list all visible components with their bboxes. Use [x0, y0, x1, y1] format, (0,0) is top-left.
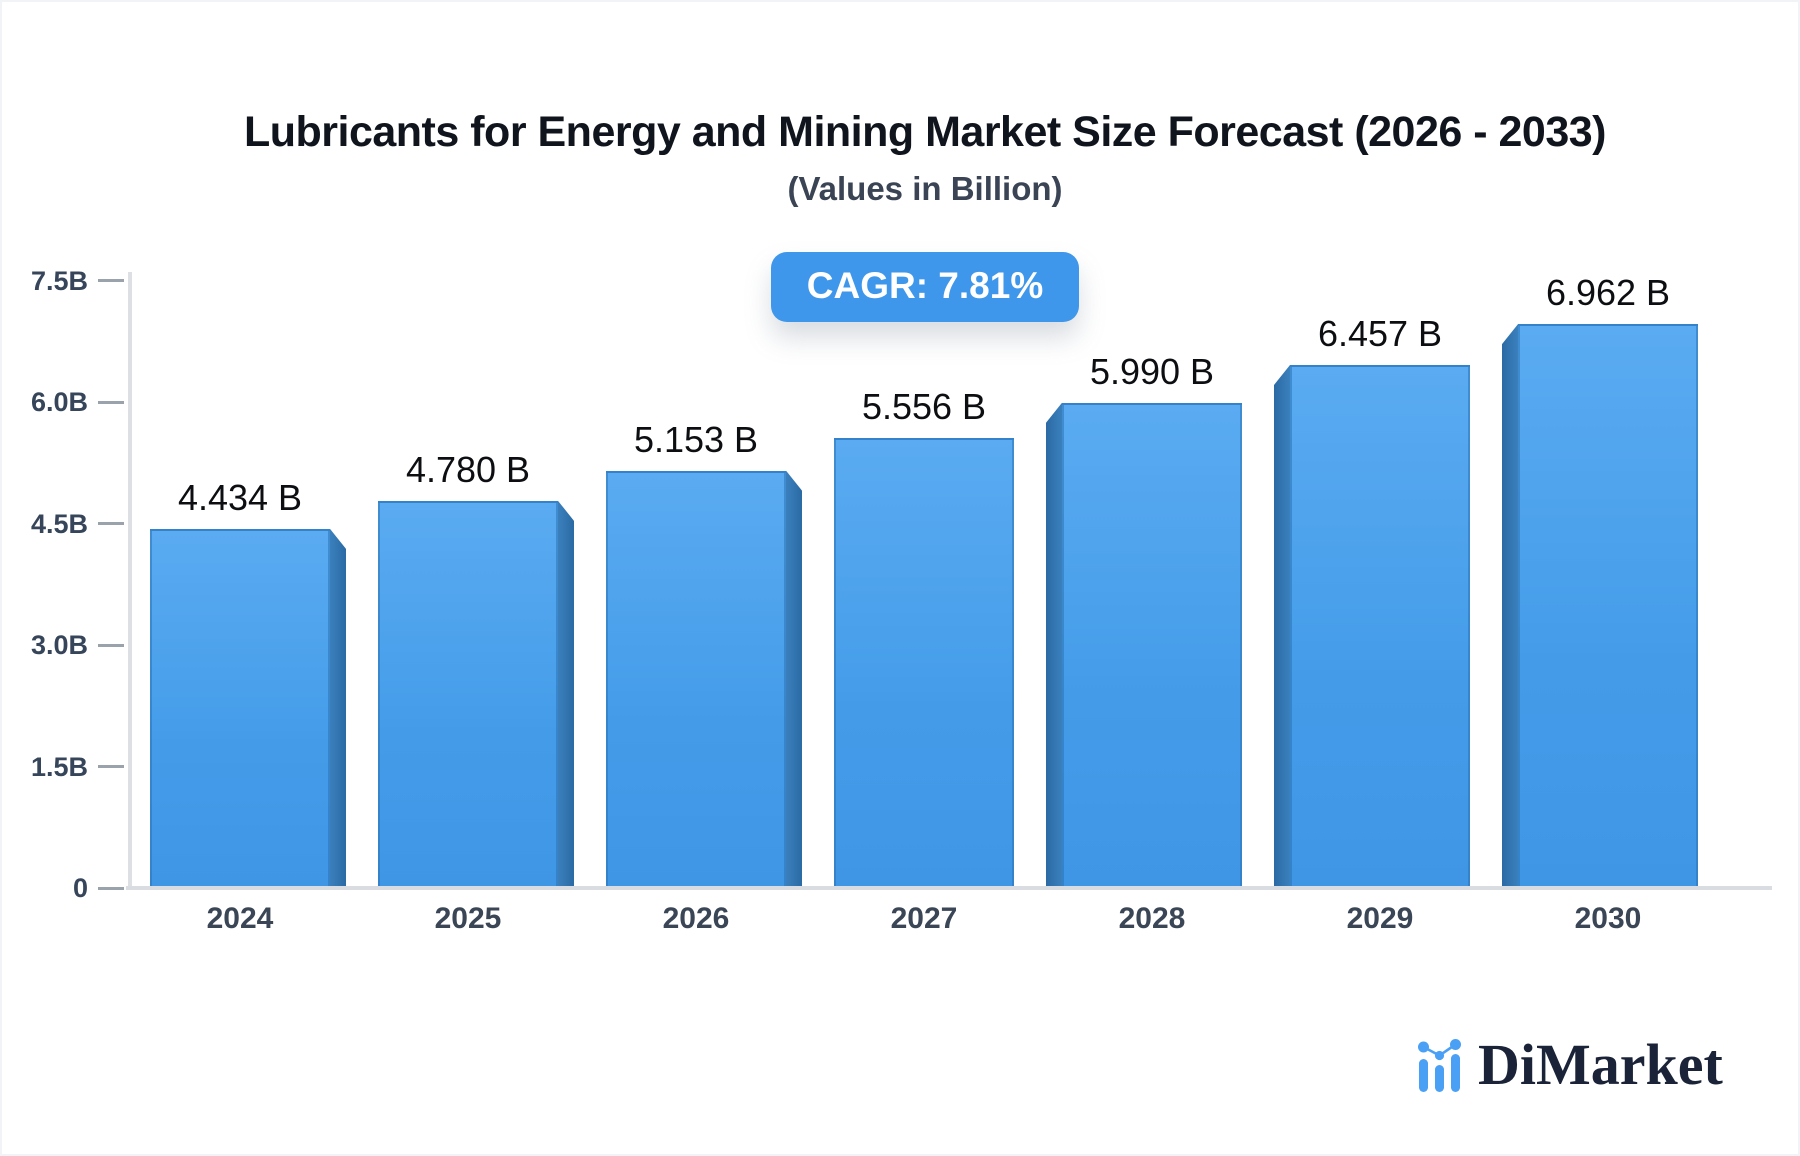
bar-value-label: 4.434 B [177, 476, 303, 518]
x-axis-label: 2026 [662, 902, 730, 935]
y-axis-tick-mark [98, 765, 124, 768]
y-axis-tick-label: 1.5B [30, 751, 88, 782]
y-axis-tick-mark [98, 400, 124, 404]
bar-value-label: 5.556 B [861, 385, 987, 427]
cagr-badge-row: CAGR: 7.81% [51, 252, 1799, 322]
x-axis-label: 2027 [890, 902, 958, 935]
cagr-badge: CAGR: 7.81% [770, 252, 1080, 322]
dimarket-logo: DiMarket [1418, 1032, 1723, 1097]
logo-wordmark: DiMarket [1478, 1032, 1723, 1097]
bar-2027[interactable] [834, 437, 1014, 890]
bar-2028[interactable] [1062, 402, 1242, 890]
y-axis-tick-label: 3.0B [30, 630, 88, 660]
x-axis-label: 2024 [206, 902, 274, 935]
chart-title: Lubricants for Energy and Mining Market … [243, 108, 1607, 156]
x-axis-label: 2030 [1574, 902, 1642, 935]
y-axis-line [128, 272, 132, 890]
bar-2029[interactable] [1290, 364, 1470, 890]
bar-value-label: 6.457 B [1317, 312, 1443, 354]
y-axis-tick-mark [98, 522, 124, 525]
bar-chart-with-trend-dots-icon [1418, 1039, 1461, 1092]
x-axis-baseline [126, 886, 1772, 890]
bar-value-label: 5.153 B [633, 418, 759, 460]
bar-side-face [786, 470, 802, 890]
x-axis-label: 2029 [1346, 902, 1414, 935]
bar-side-face [1502, 324, 1518, 890]
bar-2026[interactable] [606, 470, 786, 890]
y-axis-tick-mark [98, 279, 124, 282]
y-axis-tick-label: 0 [72, 873, 88, 903]
bar-side-face [1046, 402, 1062, 890]
bar-2024[interactable] [150, 528, 330, 890]
bar-value-label: 5.990 B [1089, 350, 1215, 392]
x-axis-label: 2025 [434, 902, 502, 935]
bar-side-face [330, 528, 346, 890]
bar-2030[interactable] [1518, 324, 1698, 890]
y-axis-tick-mark [98, 643, 124, 647]
bar-value-label: 6.962 B [1545, 272, 1671, 314]
y-axis-tick-mark [98, 886, 124, 890]
y-axis-tick-label: 6.0B [30, 387, 88, 417]
chart-subtitle: (Values in Billion) [787, 170, 1063, 207]
bar-side-face [558, 500, 574, 890]
bar-2025[interactable] [378, 500, 558, 890]
bar-value-label: 4.780 B [405, 448, 531, 490]
y-axis-tick-label: 4.5B [30, 508, 88, 539]
x-axis-label: 2028 [1118, 902, 1186, 935]
y-axis-tick-label: 7.5B [30, 265, 88, 296]
bar-side-face [1274, 364, 1290, 890]
